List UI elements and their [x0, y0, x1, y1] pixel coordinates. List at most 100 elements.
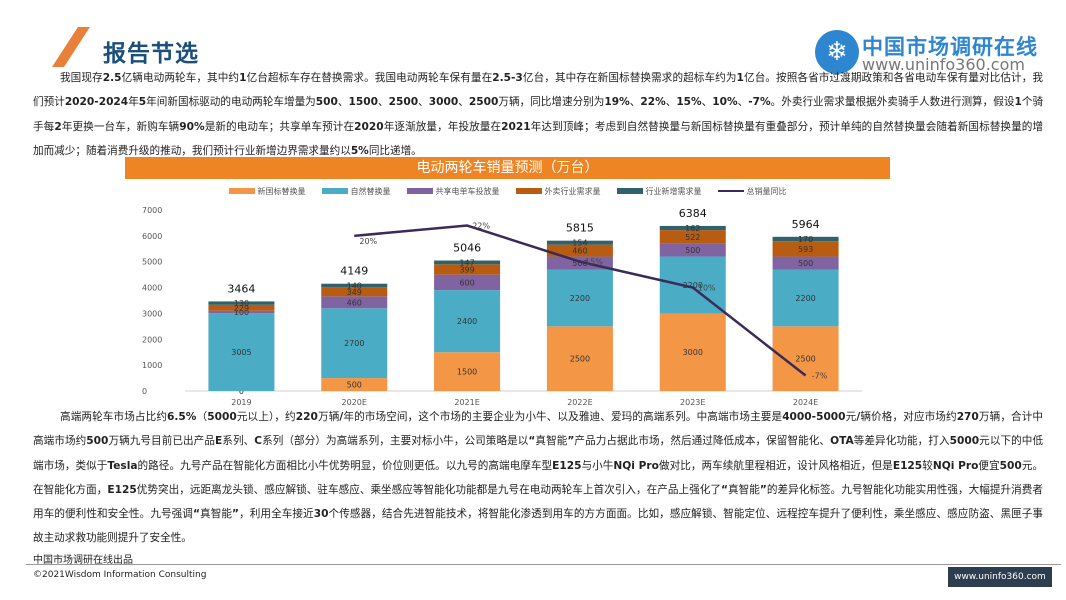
- bar-segment: [321, 283, 388, 288]
- text-run: 较: [922, 459, 933, 472]
- x-tick-label: 2020E: [342, 398, 367, 407]
- text-run: 真智能: [199, 508, 233, 521]
- bold-text-run: 220: [295, 411, 318, 423]
- footer-url-badge[interactable]: www.uninfo360.com: [948, 567, 1052, 587]
- bar-segment-label: 3005: [231, 348, 251, 357]
- text-run: 系列（部分）为高端系列，主要对标小牛，公司策略是以: [262, 435, 529, 448]
- bar-segment: [772, 236, 839, 242]
- text-run: 万辆，同比增速分别为: [498, 96, 605, 109]
- bar-segment-label: 1500: [457, 368, 477, 377]
- text-run: 万辆，合计中高端市场约: [33, 411, 1044, 448]
- legend-item: 外卖行业需求量: [515, 183, 601, 199]
- text-run: 年逐渐放量，年投放量在: [383, 120, 502, 133]
- y-tick-label: 7000: [142, 206, 162, 215]
- text-run: 优势突出，远距离龙头锁、感应解锁、驻车感应、乘坐感应等智能化功能都是九号在电动两…: [136, 483, 721, 496]
- bar-segment-label: 229: [234, 304, 249, 313]
- legend-label: 行业新增需求量: [645, 186, 702, 196]
- text-run: 元以下的中低端市场，类似于: [33, 435, 1044, 472]
- text-run: 元。在智能化方面，: [33, 459, 1044, 496]
- bold-text-run: 90%: [179, 120, 205, 133]
- text-run: 亿台。按照各省市过渡期政策和各省电动车保有量对比估计，我们预计: [33, 72, 1044, 109]
- bold-text-run: “: [192, 508, 200, 521]
- text-run: ，利用全车接近: [239, 508, 314, 521]
- bar-total-label: 5046: [453, 242, 481, 255]
- yoy-growth-label: -7%: [812, 371, 828, 380]
- bar-segment-label: 349: [347, 288, 362, 297]
- bar-segment: [546, 326, 613, 391]
- footer-copyright: ©2021Wisdom Information Consulting: [33, 570, 207, 580]
- y-tick-label: 5000: [142, 258, 162, 267]
- bar-segment: [434, 290, 501, 353]
- text-run: 元以上），约: [236, 411, 296, 423]
- y-tick-label: 6000: [142, 232, 162, 241]
- bold-text-run: E125: [552, 459, 582, 472]
- bold-text-run: 2500: [468, 96, 499, 109]
- text-run: 我国现存: [60, 72, 103, 84]
- text-run: 同比递增。: [368, 144, 422, 157]
- bold-text-run: 2: [54, 120, 62, 133]
- text-run: 高端两轮车市场占比约: [60, 411, 168, 423]
- text-run: 、: [629, 96, 641, 109]
- sales-forecast-chart: 电动两轮车销量预测（万台） 新国标替换量 自然替换量 共享电单车投放量 外卖行业需求量…: [125, 157, 890, 407]
- bar-segment-label: 170: [798, 235, 813, 244]
- bold-text-run: “: [720, 483, 728, 496]
- bar-segment: [546, 244, 613, 257]
- bar-segment: [434, 274, 501, 291]
- bar-segment: [546, 240, 613, 245]
- bar-segment: [772, 241, 839, 257]
- bold-text-run: E: [214, 435, 223, 448]
- yoy-growth-label: 20%: [359, 237, 377, 246]
- bar-segment-label: 147: [459, 258, 474, 267]
- text-run: 亿台超标车存在替换需求。我国电动两轮车保有量在: [246, 72, 493, 84]
- yoy-growth-label: 10%: [698, 284, 716, 293]
- intro-paragraph: 我国现存2.5亿辆电动两轮车，其中约1亿台超标车存在替换需求。我国电动两轮车保有…: [33, 66, 1043, 163]
- legend-label: 自然替换量: [350, 186, 391, 196]
- bold-text-run: 500: [315, 96, 338, 109]
- bold-text-run: E125: [107, 483, 137, 496]
- bar-segment: [434, 352, 501, 391]
- legend-item: 行业新增需求量: [616, 183, 702, 199]
- bold-text-run: 2020: [354, 120, 384, 133]
- text-run: 是新的电动车；共享单车预计在: [204, 120, 355, 133]
- bar-segment: [772, 256, 839, 270]
- text-run: 、: [701, 96, 713, 109]
- bar-segment: [659, 230, 726, 244]
- bold-text-run: ”: [232, 508, 239, 521]
- bar-segment-label: 154: [572, 239, 587, 248]
- text-run: 年: [128, 96, 139, 109]
- brand-url: www.uninfo360.com: [862, 55, 1025, 74]
- footer-divider: [26, 564, 1061, 565]
- brand-name: 中国市场调研在线: [862, 35, 1038, 59]
- bar-segment: [321, 296, 388, 309]
- legend-label: 共享电单车投放量: [435, 186, 500, 196]
- text-run: 亿辆电动两轮车，其中约: [121, 72, 240, 84]
- chart-title: 电动两轮车销量预测（万台）: [125, 157, 890, 179]
- text-run: 系列、: [222, 435, 255, 448]
- bold-text-run: NQi Pro: [932, 459, 979, 472]
- bar-segment: [208, 304, 275, 311]
- x-tick-label: 2019: [231, 398, 251, 407]
- bold-text-run: Tesla: [107, 459, 138, 472]
- bold-text-run: 5000: [949, 435, 980, 448]
- bar-segment-label: 500: [572, 259, 587, 268]
- bold-text-run: /: [856, 411, 861, 423]
- text-run: 亿台，其中存在新国标替换需求的超标车约为: [522, 72, 737, 84]
- bar-segment-label: 460: [347, 298, 362, 307]
- bar-segment: [321, 378, 388, 391]
- yoy-growth-label: 15%: [585, 258, 603, 267]
- bar-segment-label: 0: [239, 387, 244, 396]
- text-run: 、: [458, 96, 469, 109]
- text-run: 便宜: [978, 459, 1000, 472]
- text-run: 的路径。九号产品在智能化方面相比小牛优势明显，价位则更低。以九号的高端电摩车型: [137, 459, 553, 472]
- bar-segment-label: 2500: [795, 355, 815, 364]
- bar-segment: [659, 243, 726, 257]
- bold-text-run: 500: [999, 459, 1022, 472]
- text-run: 。外卖行业需求量根据外卖骑手人数进行测算，假设: [770, 96, 1015, 109]
- bar-segment-label: 130: [234, 299, 249, 308]
- bold-text-run: 1: [736, 72, 744, 84]
- bold-text-run: 270: [956, 411, 979, 423]
- bold-text-run: OTA: [830, 435, 854, 448]
- yoy-growth-line: [354, 224, 807, 377]
- text-run: 、: [337, 96, 349, 109]
- bold-text-run: NQi Pro: [613, 459, 659, 472]
